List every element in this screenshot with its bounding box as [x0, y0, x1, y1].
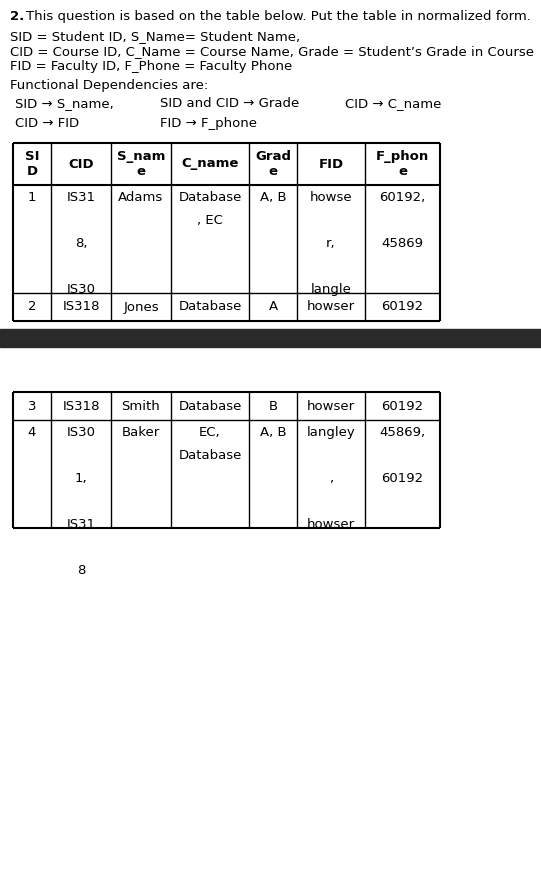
Text: Database: Database: [179, 400, 242, 413]
Text: CID → FID: CID → FID: [15, 117, 79, 130]
Text: CID: CID: [68, 157, 94, 170]
Text: SID → S_name,: SID → S_name,: [15, 97, 114, 110]
Text: This question is based on the table below. Put the table in normalized form.: This question is based on the table belo…: [26, 10, 531, 23]
Text: langley

,

howser: langley , howser: [307, 426, 355, 531]
Text: SID = Student ID, S_Name= Student Name,: SID = Student ID, S_Name= Student Name,: [10, 30, 300, 43]
Text: SID and CID → Grade: SID and CID → Grade: [160, 97, 299, 110]
Text: EC,
Database: EC, Database: [179, 426, 242, 462]
Text: Smith: Smith: [122, 400, 160, 413]
Text: IS318: IS318: [62, 301, 100, 314]
Text: Adams: Adams: [118, 191, 163, 204]
Text: howser: howser: [307, 301, 355, 314]
Text: IS31

8,

IS30

1: IS31 8, IS30 1: [67, 191, 96, 342]
Text: SI
D: SI D: [25, 150, 39, 178]
Text: F_phon
e: F_phon e: [376, 150, 429, 178]
Text: Functional Dependencies are:: Functional Dependencies are:: [10, 79, 208, 92]
Text: IS318: IS318: [62, 400, 100, 413]
Text: 1: 1: [28, 191, 36, 204]
Text: 2.: 2.: [10, 10, 24, 23]
Text: B: B: [268, 400, 278, 413]
Text: FID = Faculty ID, F_Phone = Faculty Phone: FID = Faculty ID, F_Phone = Faculty Phon…: [10, 60, 292, 73]
Text: Database: Database: [179, 301, 242, 314]
Text: 60192: 60192: [381, 301, 424, 314]
Text: Jones: Jones: [123, 301, 159, 314]
Text: Grad
e: Grad e: [255, 150, 291, 178]
Text: howser: howser: [307, 400, 355, 413]
Text: C_name: C_name: [181, 157, 239, 170]
Text: CID = Course ID, C_Name = Course Name, Grade = Student’s Grade in Course: CID = Course ID, C_Name = Course Name, G…: [10, 45, 534, 58]
Text: 4: 4: [28, 426, 36, 439]
Text: 3: 3: [28, 400, 36, 413]
Text: 2: 2: [28, 301, 36, 314]
Text: Baker: Baker: [122, 426, 160, 439]
Text: Database
, EC: Database , EC: [179, 191, 242, 227]
Bar: [0, 329, 541, 347]
Text: 60192,

45869: 60192, 45869: [379, 191, 426, 250]
Text: 60192: 60192: [381, 400, 424, 413]
Text: howse

r,

langle

y: howse r, langle y: [309, 191, 352, 342]
Text: S_nam
e: S_nam e: [117, 150, 165, 178]
Text: FID → F_phone: FID → F_phone: [160, 117, 257, 130]
Text: A: A: [268, 301, 278, 314]
Text: A, B: A, B: [260, 191, 286, 204]
Text: FID: FID: [319, 157, 344, 170]
Text: IS30

1,

IS31

8: IS30 1, IS31 8: [67, 426, 96, 577]
Text: 45869,

60192: 45869, 60192: [379, 426, 426, 485]
Text: CID → C_name: CID → C_name: [345, 97, 441, 110]
Text: A, B: A, B: [260, 426, 286, 439]
